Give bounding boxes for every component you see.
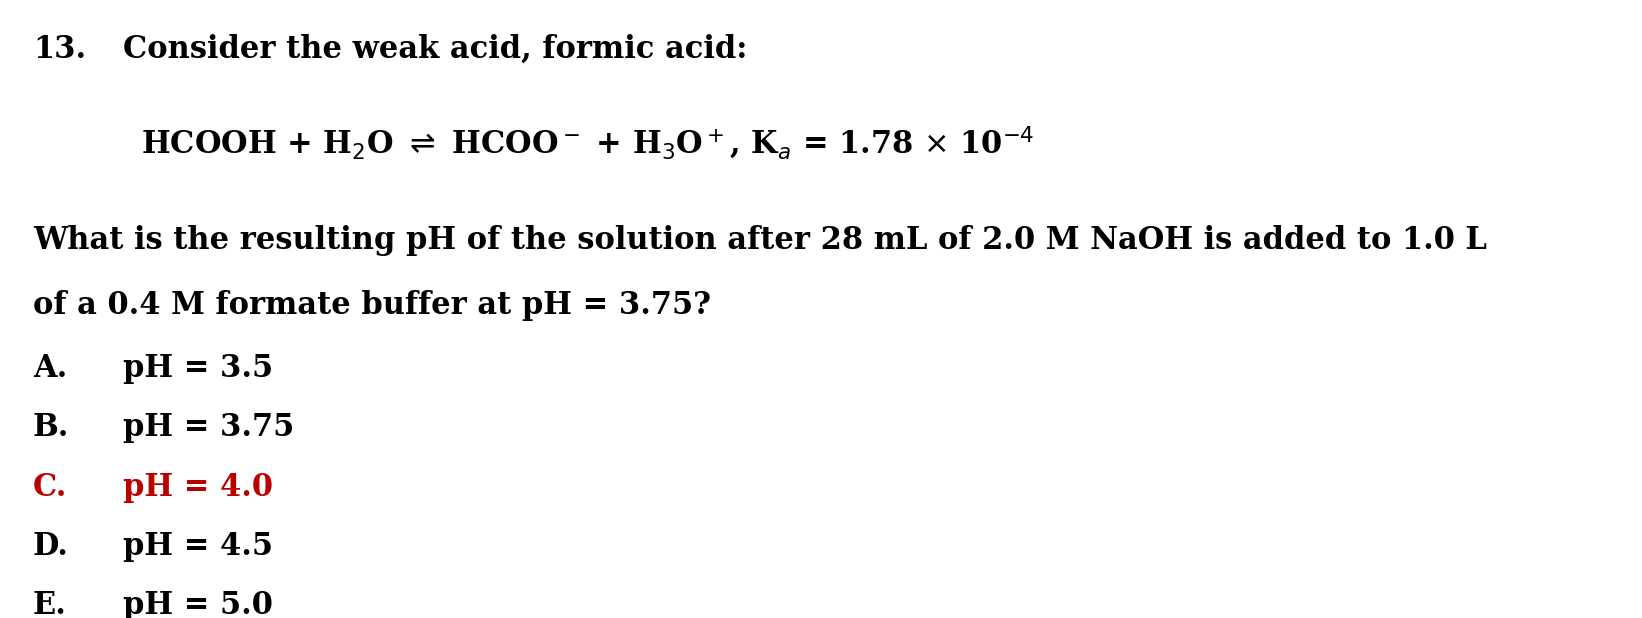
Text: HCOOH + H$_2$O $\rightleftharpoons$ HCOO$^-$ + H$_3$O$^+$, K$_a$ = 1.78 $\times$: HCOOH + H$_2$O $\rightleftharpoons$ HCOO…: [141, 124, 1034, 161]
Text: pH = 5.0: pH = 5.0: [123, 590, 273, 618]
Text: pH = 3.5: pH = 3.5: [123, 353, 273, 384]
Text: B.: B.: [33, 412, 69, 443]
Text: 13.: 13.: [33, 34, 85, 65]
Text: Consider the weak acid, formic acid:: Consider the weak acid, formic acid:: [123, 34, 747, 65]
Text: pH = 4.5: pH = 4.5: [123, 531, 273, 562]
Text: pH = 3.75: pH = 3.75: [123, 412, 294, 443]
Text: pH = 4.0: pH = 4.0: [123, 472, 273, 502]
Text: of a 0.4 M formate buffer at pH = 3.75?: of a 0.4 M formate buffer at pH = 3.75?: [33, 290, 711, 321]
Text: A.: A.: [33, 353, 67, 384]
Text: D.: D.: [33, 531, 69, 562]
Text: What is the resulting pH of the solution after 28 mL of 2.0 M NaOH is added to 1: What is the resulting pH of the solution…: [33, 225, 1486, 256]
Text: C.: C.: [33, 472, 67, 502]
Text: E.: E.: [33, 590, 67, 618]
